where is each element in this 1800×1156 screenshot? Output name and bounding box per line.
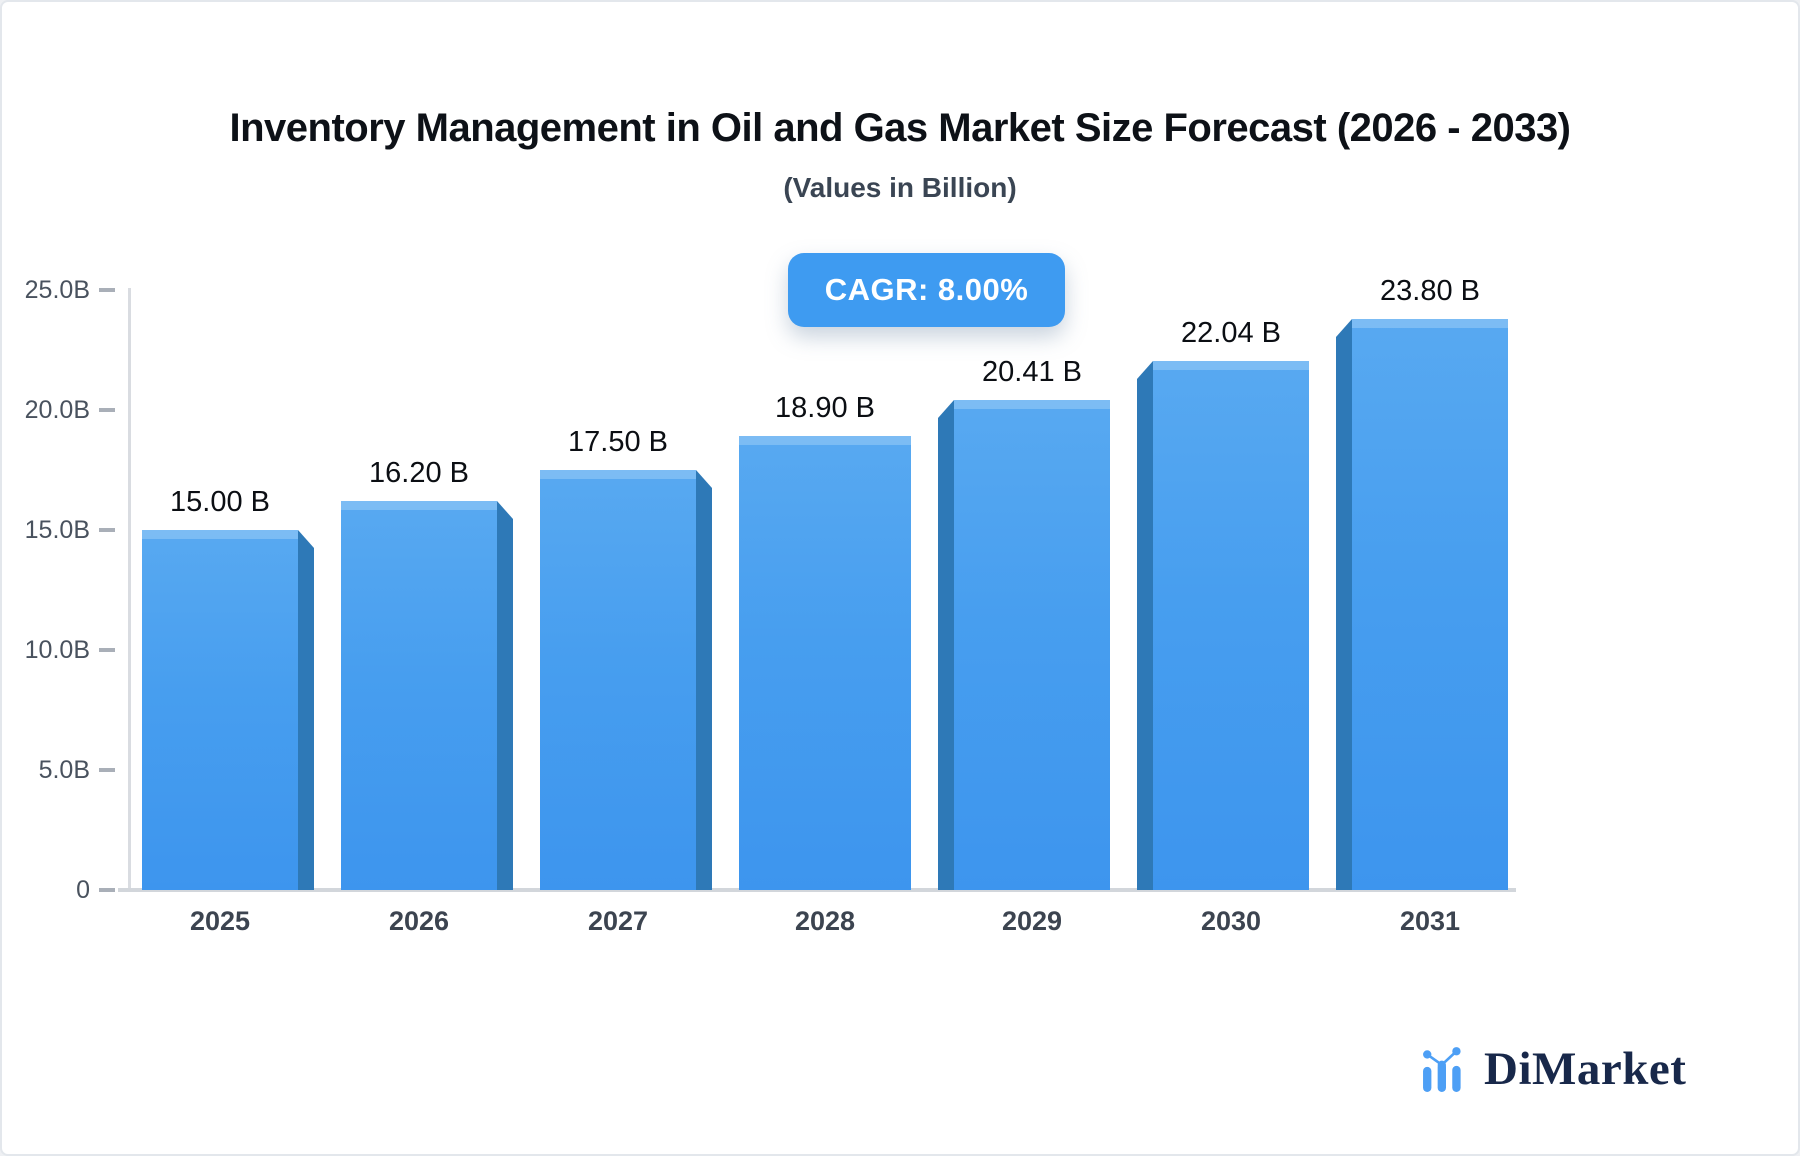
bar-2029 [954,400,1110,890]
y-axis-tick [99,648,115,652]
x-axis-label: 2027 [587,906,649,936]
x-axis-label: 2025 [189,906,251,936]
chart-subtitle: (Values in Billion) [783,172,1017,203]
bar-value-label: 18.90 B [775,392,875,424]
chart-title: Inventory Management in Oil and Gas Mark… [229,106,1571,150]
bar-value-label: 22.04 B [1181,317,1281,349]
y-axis-label: 25.0B [24,276,90,304]
y-axis-label: 10.0B [24,636,90,664]
bar-side-face [1137,361,1153,890]
cagr-badge-label: CAGR: 8.00% [824,272,1029,307]
y-axis-tick [99,888,115,892]
bar-2030 [1153,361,1309,890]
bar-value-label: 20.41 B [982,356,1082,388]
bar-value-label: 23.80 B [1380,275,1480,307]
bar-value-label: 17.50 B [568,426,668,458]
x-axis-label: 2028 [794,906,856,936]
bar-2031 [1352,319,1508,890]
mini-bar-chart-icon [1423,1047,1461,1092]
bar-2026 [341,501,497,890]
y-axis-label: 20.0B [24,396,90,424]
bar-2027 [540,470,696,890]
bar-side-face [1336,319,1352,890]
x-axis-label: 2030 [1200,906,1262,936]
bar-value-label: 16.20 B [369,457,469,489]
x-axis-label: 2031 [1399,906,1461,936]
bar-side-face [497,501,513,890]
y-axis-tick [99,528,115,532]
bar-side-face [298,530,314,890]
cagr-badge: CAGR: 8.00% [788,253,1065,327]
bar-value-label: 15.00 B [170,486,270,518]
y-axis-label: 15.0B [24,516,90,544]
y-axis-label: 0 [76,876,90,904]
y-axis-line [128,288,131,892]
x-axis-label: 2029 [1001,906,1063,936]
y-axis-tick [99,288,115,292]
logo-wordmark: DiMarket [1484,1043,1687,1095]
y-axis-tick [99,408,115,412]
x-axis-label: 2026 [388,906,450,936]
y-axis-tick [99,768,115,772]
x-axis-line [118,888,1516,892]
y-axis-label: 5.0B [38,756,90,784]
bar-2028 [739,436,911,890]
bar-side-face [938,400,954,890]
dimarket-logo: DiMarket [1422,1042,1686,1096]
bar-side-face [696,470,712,890]
bar-2025 [142,530,298,890]
